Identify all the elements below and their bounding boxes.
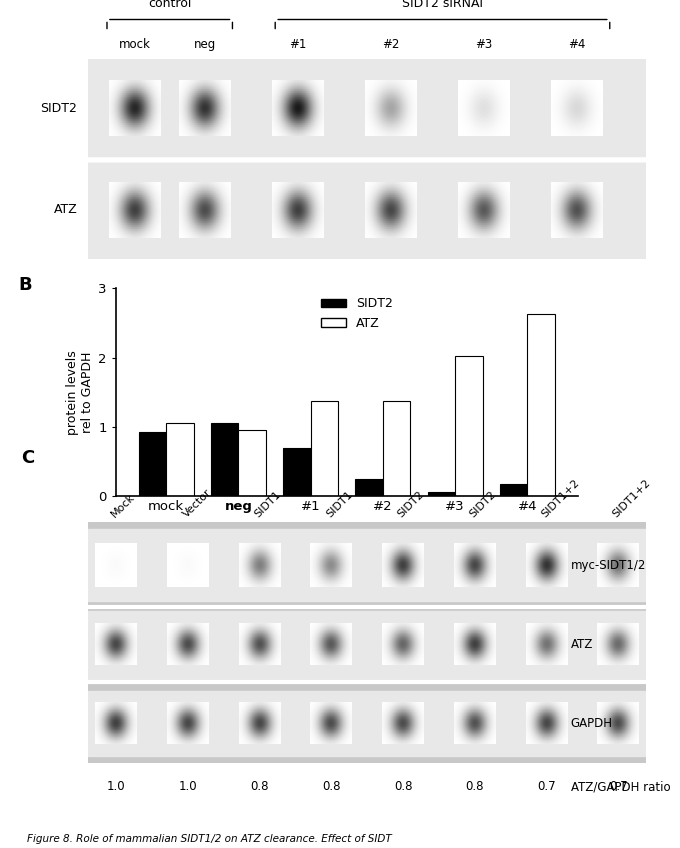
Text: SIDT2: SIDT2 [40,102,78,114]
Text: 0.8: 0.8 [250,780,269,793]
Bar [500,483,528,496]
Text: neg: neg [193,38,216,52]
Text: C: C [22,449,35,467]
Bar [284,448,311,496]
Bar [428,492,455,496]
Text: Figure 8. Role of mammalian SIDT1/2 on ATZ clearance. Effect of SIDT: Figure 8. Role of mammalian SIDT1/2 on A… [27,834,392,844]
Bar [311,400,338,496]
Text: SIDT1+2: SIDT1+2 [611,477,653,519]
Bar [166,423,194,496]
Text: ATZ: ATZ [571,639,593,651]
Text: 0.8: 0.8 [394,780,412,793]
Bar [88,529,646,601]
Text: #2: #2 [381,38,399,52]
Text: SIDT1+2: SIDT1+2 [539,477,581,519]
Bar [239,430,266,496]
Legend: SIDT2, ATZ: SIDT2, ATZ [316,293,398,335]
Text: 1.0: 1.0 [179,780,197,793]
Text: 0.8: 0.8 [466,780,484,793]
Text: mock: mock [119,38,151,52]
Text: control: control [148,0,191,9]
Text: SIDT1: SIDT1 [252,489,283,519]
Text: ATZ/GAPDH ratio: ATZ/GAPDH ratio [571,780,670,793]
Bar [455,356,483,496]
Text: myc-SIDT1/2: myc-SIDT1/2 [571,559,646,572]
Text: GAPDH: GAPDH [571,717,613,730]
Text: ATZ: ATZ [54,204,78,216]
Text: SIDT2: SIDT2 [396,489,426,519]
Bar [528,314,555,496]
Text: 0.7: 0.7 [537,780,556,793]
Text: 1.0: 1.0 [107,780,126,793]
Text: A: A [22,0,35,2]
Bar [139,432,166,496]
Bar [88,59,646,157]
Text: SIDT2: SIDT2 [468,489,498,519]
Text: #3: #3 [475,38,492,52]
Bar [88,611,646,678]
Text: SIDT2 siRNAi: SIDT2 siRNAi [402,0,483,9]
Bar [88,690,646,756]
Text: 0.7: 0.7 [609,780,628,793]
Text: #1: #1 [289,38,306,52]
Bar [211,423,239,496]
Text: 0.8: 0.8 [322,780,341,793]
Bar [383,400,411,496]
Text: SIDT1: SIDT1 [324,489,354,519]
Bar [88,163,646,259]
Text: #4: #4 [568,38,585,52]
Bar [356,479,383,496]
Text: Vector: Vector [181,487,213,519]
Y-axis label: protein levels
rel to GAPDH: protein levels rel to GAPDH [66,350,94,434]
Text: B: B [18,276,32,294]
Text: Mock: Mock [109,492,137,519]
